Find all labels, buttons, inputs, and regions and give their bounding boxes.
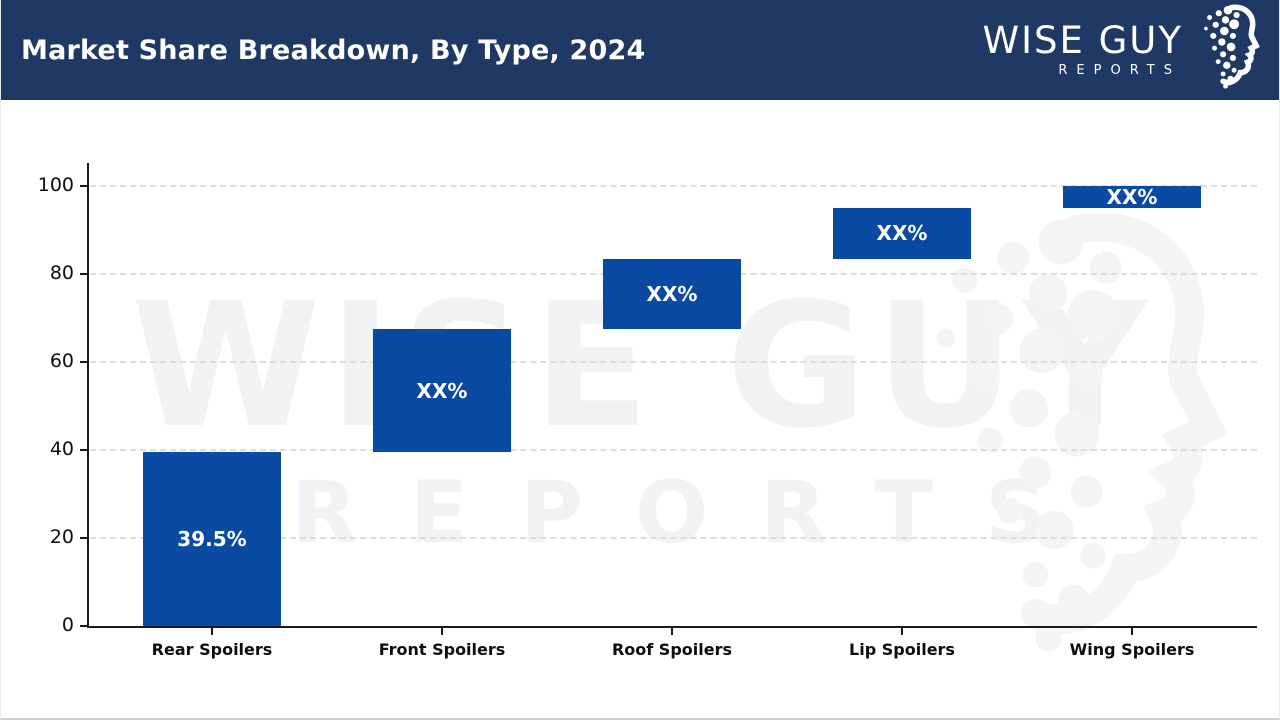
y-tick-mark bbox=[80, 625, 89, 627]
gridline-40 bbox=[90, 449, 1257, 451]
watermark-face-icon bbox=[936, 212, 1228, 652]
y-tick-label: 80 bbox=[49, 262, 74, 284]
y-tick-mark bbox=[80, 449, 89, 451]
bar-roof-spoilers: XX% bbox=[603, 258, 741, 329]
y-tick-label: 100 bbox=[37, 174, 74, 196]
y-tick-mark bbox=[80, 537, 89, 539]
x-tick-mark bbox=[671, 628, 673, 635]
x-tick-mark bbox=[901, 628, 903, 635]
y-tick-label: 60 bbox=[49, 350, 74, 372]
x-tick-label-roof-spoilers: Roof Spoilers bbox=[611, 640, 733, 659]
y-tick-mark bbox=[80, 361, 89, 363]
watermark-line2: REPORTS bbox=[291, 463, 1100, 563]
gridline-20 bbox=[90, 537, 1257, 539]
bar-value-label-roof-spoilers: XX% bbox=[646, 281, 698, 306]
y-tick-mark bbox=[80, 273, 89, 275]
wiseguy-logo: WISE GUY REPORTS bbox=[983, 4, 1267, 96]
x-tick-mark bbox=[441, 628, 443, 635]
y-axis-line bbox=[87, 163, 89, 628]
x-tick-mark bbox=[211, 628, 213, 635]
header: Market Share Breakdown, By Type, 2024 WI… bbox=[1, 0, 1279, 100]
y-tick-mark bbox=[80, 185, 89, 187]
logo-wordmark-line1: WISE GUY bbox=[982, 19, 1183, 62]
bar-wing-spoilers: XX% bbox=[1063, 185, 1201, 209]
page-title: Market Share Breakdown, By Type, 2024 bbox=[21, 34, 646, 66]
x-tick-label-lip-spoilers: Lip Spoilers bbox=[849, 640, 955, 659]
x-axis-line bbox=[87, 626, 1257, 628]
logo-wordmark: WISE GUY REPORTS bbox=[983, 22, 1183, 78]
bar-value-label-lip-spoilers: XX% bbox=[876, 221, 928, 246]
bar-rear-spoilers: 39.5% bbox=[143, 452, 281, 626]
wiseguy-face-icon bbox=[1204, 4, 1260, 89]
y-tick-label: 40 bbox=[49, 438, 74, 460]
x-tick-label-front-spoilers: Front Spoilers bbox=[378, 640, 506, 659]
gridline-100 bbox=[90, 185, 1257, 187]
x-tick-mark bbox=[1131, 628, 1133, 635]
bar-value-label-front-spoilers: XX% bbox=[416, 378, 468, 403]
y-tick-label: 20 bbox=[49, 526, 74, 548]
x-tick-label-rear-spoilers: Rear Spoilers bbox=[151, 640, 273, 659]
bar-value-label-wing-spoilers: XX% bbox=[1106, 185, 1158, 209]
bar-front-spoilers: XX% bbox=[373, 329, 511, 453]
x-tick-label-wing-spoilers: Wing Spoilers bbox=[1069, 640, 1195, 659]
bar-value-label-rear-spoilers: 39.5% bbox=[177, 527, 247, 552]
bar-lip-spoilers: XX% bbox=[833, 208, 971, 259]
gridline-60 bbox=[90, 361, 1257, 363]
y-tick-label: 0 bbox=[61, 614, 74, 636]
market-share-chart: WISE GUY REPORTS 0 20 40 60 80 100 39.5% XX% XX%… bbox=[1, 100, 1279, 718]
logo-wordmark-line2: REPORTS bbox=[1058, 63, 1181, 78]
